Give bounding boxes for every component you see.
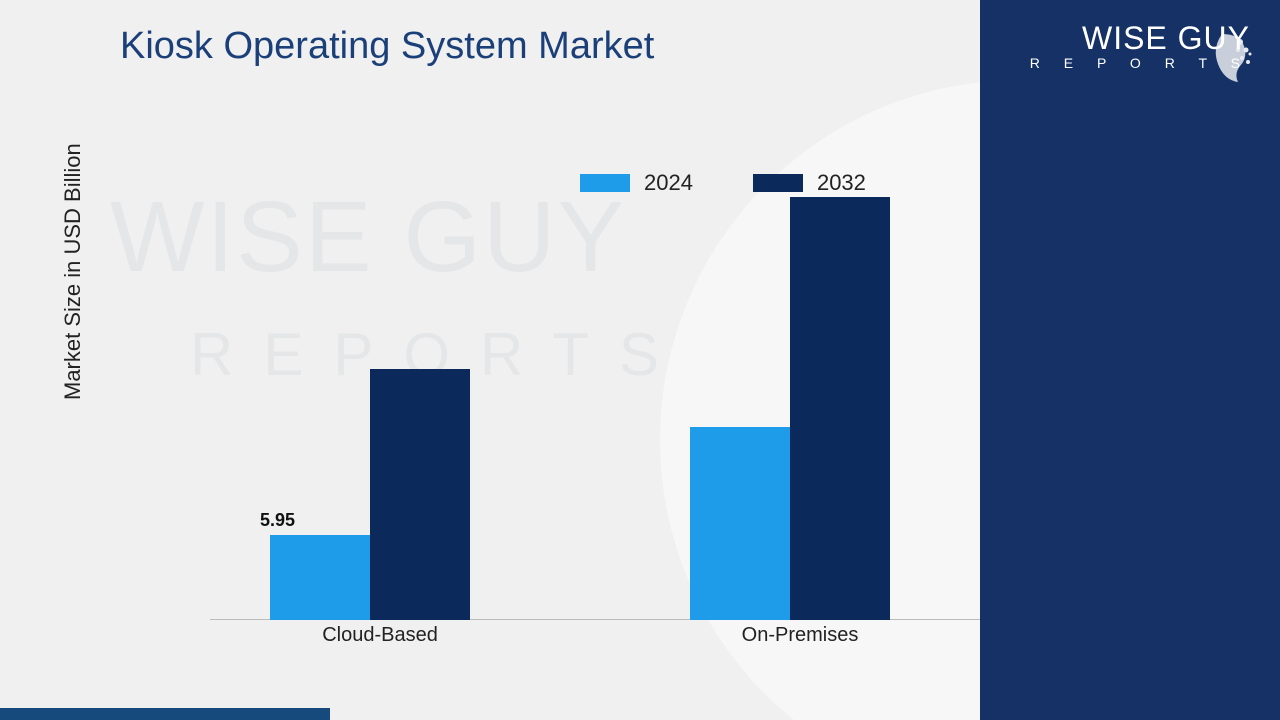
y-axis-label: Market Size in USD Billion <box>60 143 86 400</box>
legend-swatch-2032 <box>753 174 803 192</box>
chart-title: Kiosk Operating System Market <box>120 25 654 68</box>
legend-swatch-2024 <box>580 174 630 192</box>
bottom-accent-strip <box>0 708 330 720</box>
legend-item-2032: 2032 <box>753 170 866 196</box>
legend-label-2032: 2032 <box>817 170 866 196</box>
legend-label-2024: 2024 <box>644 170 693 196</box>
right-brand-panel <box>980 0 1280 720</box>
legend: 2024 2032 <box>580 170 866 196</box>
x-axis-label: On-Premises <box>690 620 910 647</box>
brand-sub-text: R E P O R T S <box>1030 55 1250 71</box>
bar-2032 <box>370 369 470 620</box>
bar-value-label: 5.95 <box>260 510 295 531</box>
chart-area: 5.95 Cloud-Based On-Premises <box>110 190 980 650</box>
x-axis-label: Cloud-Based <box>270 620 490 647</box>
bar-2024 <box>270 535 370 620</box>
stage: WISE GUY R E P O R T S Kiosk Operating S… <box>0 0 1280 720</box>
brand-logo: WISE GUY R E P O R T S <box>1030 20 1250 71</box>
brand-main-text: WISE GUY <box>1030 20 1250 57</box>
bar-2024 <box>690 427 790 621</box>
bar-2032 <box>790 197 890 620</box>
legend-item-2024: 2024 <box>580 170 693 196</box>
